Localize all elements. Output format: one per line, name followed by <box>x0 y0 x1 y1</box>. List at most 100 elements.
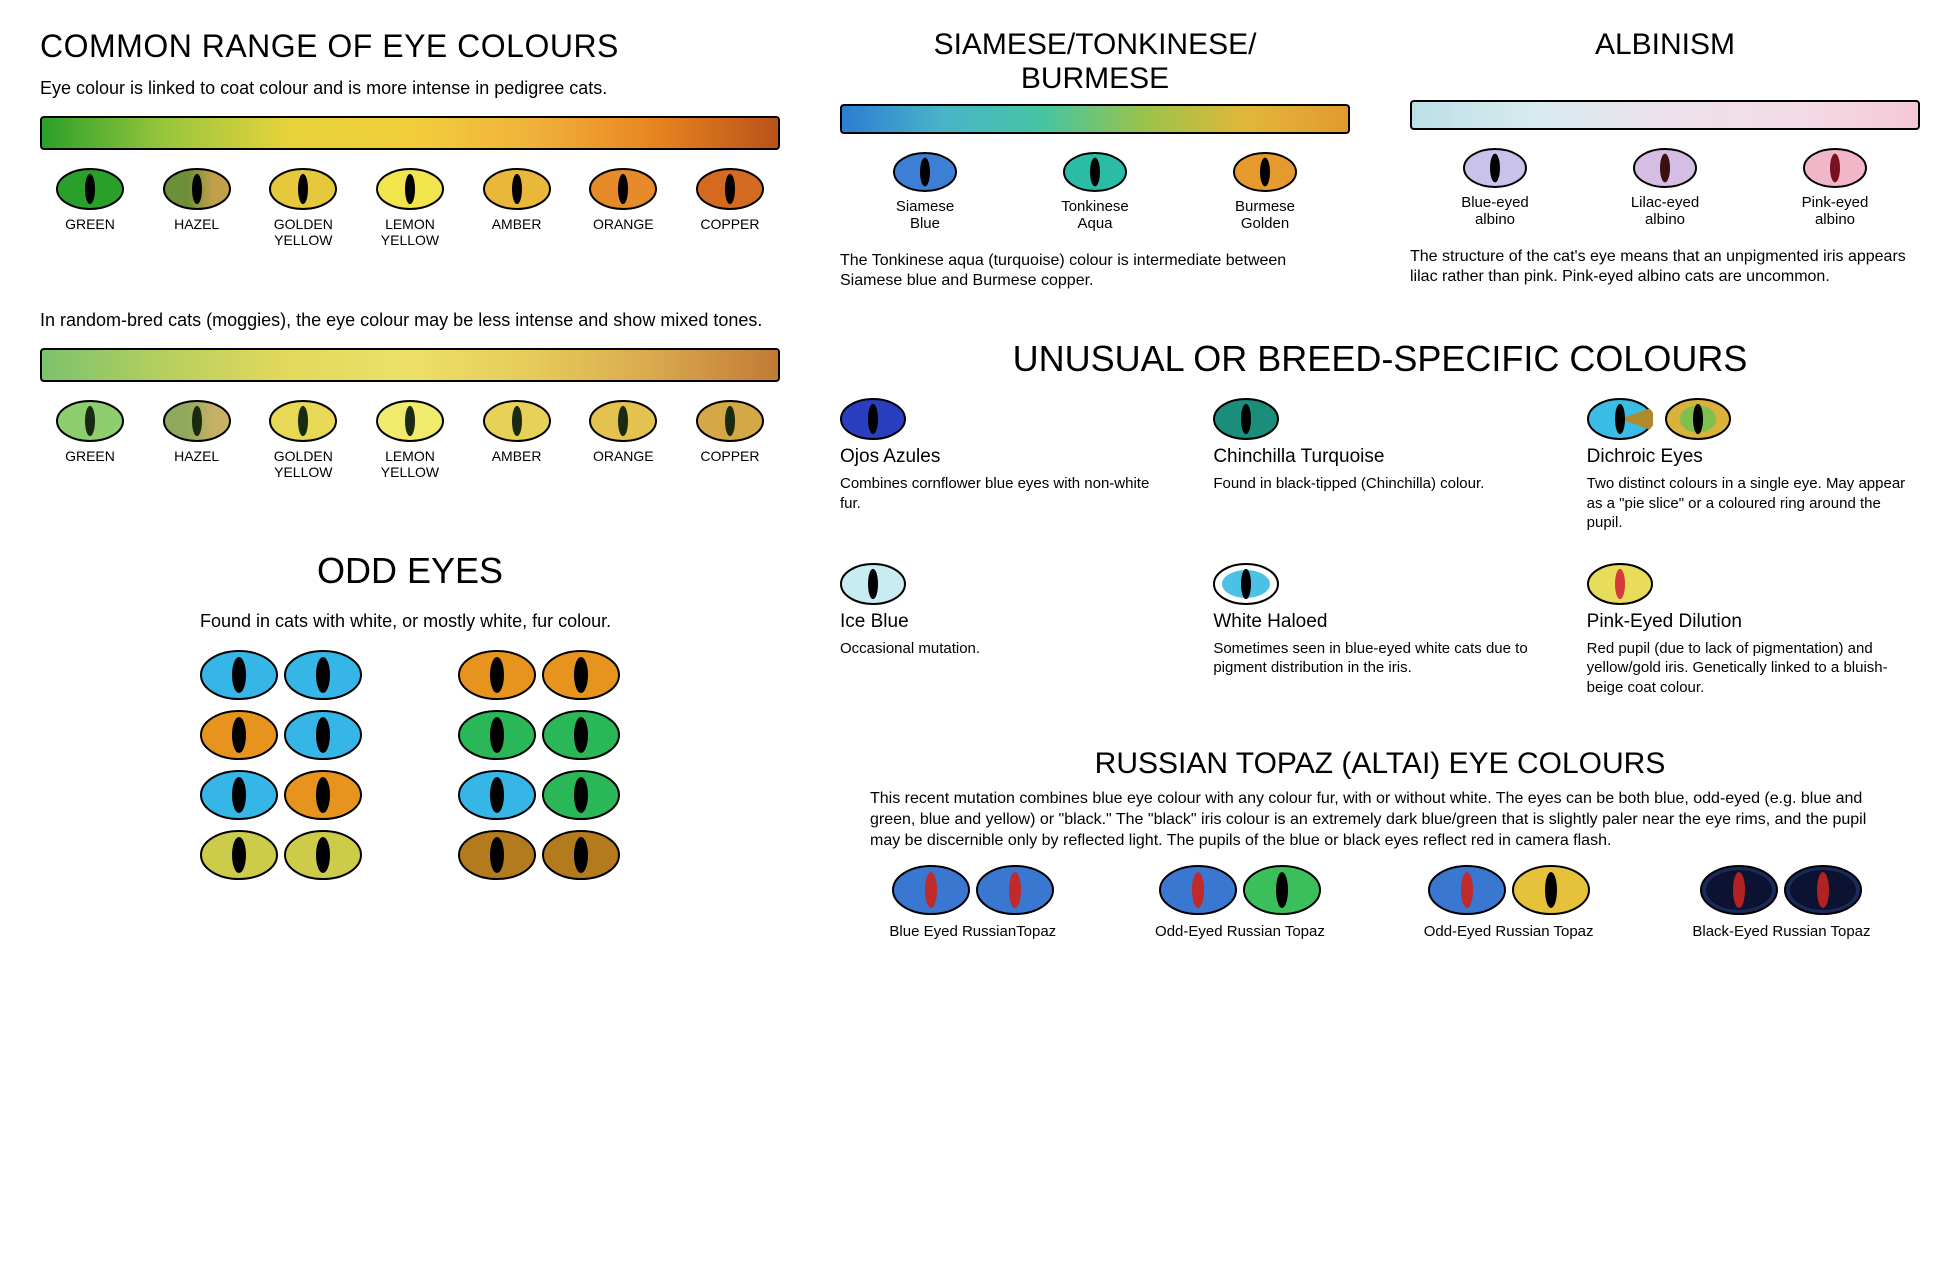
eye-cell: ORANGE <box>573 168 673 248</box>
unusual-cell: Pink-Eyed Dilution Red pupil (due to lack… <box>1587 563 1920 698</box>
eye-label: Burmese Golden <box>1235 198 1295 233</box>
cat-eye-icon <box>542 770 620 820</box>
unusual-desc: Sometimes seen in blue-eyed white cats d… <box>1213 639 1546 678</box>
cat-eye-icon <box>483 400 551 442</box>
odd-eye-row <box>200 770 620 820</box>
unusual-cell: Ojos Azules Combines cornflower blue eyes… <box>840 398 1173 533</box>
eye-label: ORANGE <box>593 448 654 464</box>
topaz-eye-pair <box>1159 865 1321 915</box>
cat-eye-icon <box>542 830 620 880</box>
unusual-cell: White Haloed Sometimes seen in blue-eyed … <box>1213 563 1546 698</box>
eye-label: AMBER <box>492 448 542 464</box>
unusual-desc: Found in black-tipped (Chinchilla) colou… <box>1213 474 1546 494</box>
cat-eye-icon <box>200 650 278 700</box>
eye-cell: Tonkinese Aqua <box>1035 152 1155 233</box>
albinism-section: ALBINISM Blue-eyed albino Lilac-eyed albi… <box>1410 28 1920 298</box>
unusual-grid: Ojos Azules Combines cornflower blue eyes… <box>840 398 1920 697</box>
eye-label: GOLDEN YELLOW <box>274 448 333 480</box>
cat-eye-icon <box>458 830 536 880</box>
unusual-name: Chinchilla Turquoise <box>1213 446 1546 468</box>
unusual-name: Ojos Azules <box>840 446 1173 468</box>
odd-eye-row <box>200 650 620 700</box>
moggie-intro: In random-bred cats (moggies), the eye c… <box>40 309 780 332</box>
topaz-eye-pair <box>1428 865 1590 915</box>
unusual-name: Ice Blue <box>840 611 1173 633</box>
cat-eye-icon <box>1633 148 1697 188</box>
eye-label: ORANGE <box>593 216 654 232</box>
albinism-gradient <box>1410 100 1920 130</box>
common-gradient-pale <box>40 348 780 382</box>
eye-label: COPPER <box>700 448 759 464</box>
cat-eye-icon <box>1665 398 1731 440</box>
eye-cell: GOLDEN YELLOW <box>253 168 353 248</box>
eye-label: GOLDEN YELLOW <box>274 216 333 248</box>
topaz-text: This recent mutation combines blue eye c… <box>870 789 1890 851</box>
odd-eye-pair <box>200 710 362 760</box>
siamese-eyes-row: Siamese Blue Tonkinese Aqua Burmese Golden <box>840 152 1350 233</box>
eye-cell: ORANGE <box>573 400 673 480</box>
topaz-eye-pair <box>1700 865 1862 915</box>
unusual-cell: Ice BlueOccasional mutation. <box>840 563 1173 698</box>
topaz-label: Black-Eyed Russian Topaz <box>1692 923 1870 940</box>
siamese-section: SIAMESE/TONKINESE/ BURMESE Siamese Blue T… <box>840 28 1350 298</box>
albinism-title: ALBINISM <box>1410 28 1920 62</box>
eye-label: Pink-eyed albino <box>1802 194 1869 229</box>
unusual-cell: Chinchilla Turquoise Found in black-tippe… <box>1213 398 1546 533</box>
dichroic-pair <box>1587 398 1920 440</box>
cat-eye-icon <box>1428 865 1506 915</box>
unusual-name: White Haloed <box>1213 611 1546 633</box>
cat-eye-icon <box>1463 148 1527 188</box>
unusual-desc: Combines cornflower blue eyes with non-w… <box>840 474 1173 513</box>
cat-eye-icon <box>376 400 444 442</box>
common-gradient-vivid <box>40 116 780 150</box>
eye-label: GREEN <box>65 216 115 232</box>
eye-label: COPPER <box>700 216 759 232</box>
odd-eye-pair <box>200 650 362 700</box>
cat-eye-icon <box>1784 865 1862 915</box>
common-title: COMMON RANGE OF EYE COLOURS <box>40 28 780 65</box>
cat-eye-icon <box>1213 563 1279 605</box>
eye-cell: Lilac-eyed albino <box>1605 148 1725 229</box>
odd-eye-row <box>200 830 620 880</box>
eye-cell: LEMON YELLOW <box>360 168 460 248</box>
eye-label: Siamese Blue <box>896 198 954 233</box>
eye-label: HAZEL <box>174 448 219 464</box>
topaz-title: RUSSIAN TOPAZ (ALTAI) EYE COLOURS <box>840 747 1920 781</box>
unusual-desc: Red pupil (due to lack of pigmentation) … <box>1587 639 1920 698</box>
topaz-cell: Odd-Eyed Russian Topaz <box>1155 865 1325 940</box>
cat-eye-icon <box>1803 148 1867 188</box>
cat-eye-icon <box>458 650 536 700</box>
eye-cell: Siamese Blue <box>865 152 985 233</box>
siamese-text: The Tonkinese aqua (turquoise) colour is… <box>840 251 1350 293</box>
cat-eye-icon <box>200 710 278 760</box>
eye-cell: Blue-eyed albino <box>1435 148 1555 229</box>
cat-eye-icon <box>696 400 764 442</box>
cat-eye-icon <box>163 168 231 210</box>
cat-eye-icon <box>1512 865 1590 915</box>
cat-eye-icon <box>284 830 362 880</box>
cat-eye-icon <box>458 710 536 760</box>
cat-eye-icon <box>696 168 764 210</box>
cat-eye-icon <box>840 563 906 605</box>
odd-title: ODD EYES <box>40 550 780 592</box>
cat-eye-icon <box>56 168 124 210</box>
cat-eye-icon <box>542 710 620 760</box>
topaz-cell: Black-Eyed Russian Topaz <box>1692 865 1870 940</box>
unusual-name: Pink-Eyed Dilution <box>1587 611 1920 633</box>
eye-cell: Pink-eyed albino <box>1775 148 1895 229</box>
cat-eye-icon <box>1159 865 1237 915</box>
right-top-row: SIAMESE/TONKINESE/ BURMESE Siamese Blue T… <box>840 28 1920 298</box>
infographic-root: COMMON RANGE OF EYE COLOURS Eye colour i… <box>40 28 1920 940</box>
eye-cell: LEMON YELLOW <box>360 400 460 480</box>
eye-cell: Burmese Golden <box>1205 152 1325 233</box>
siamese-title: SIAMESE/TONKINESE/ BURMESE <box>840 28 1350 96</box>
common-eyes-pale-row: GREENHAZELGOLDEN YELLOWLEMON YELLOWAMBER… <box>40 400 780 480</box>
topaz-label: Odd-Eyed Russian Topaz <box>1424 923 1594 940</box>
cat-eye-icon <box>1700 865 1778 915</box>
cat-eye-icon <box>589 168 657 210</box>
unusual-name: Dichroic Eyes <box>1587 446 1920 468</box>
topaz-label: Blue Eyed RussianTopaz <box>889 923 1056 940</box>
topaz-cell: Odd-Eyed Russian Topaz <box>1424 865 1594 940</box>
topaz-row: Blue Eyed RussianTopaz Odd-Eyed Russian T… <box>840 865 1920 940</box>
cat-eye-icon <box>284 710 362 760</box>
